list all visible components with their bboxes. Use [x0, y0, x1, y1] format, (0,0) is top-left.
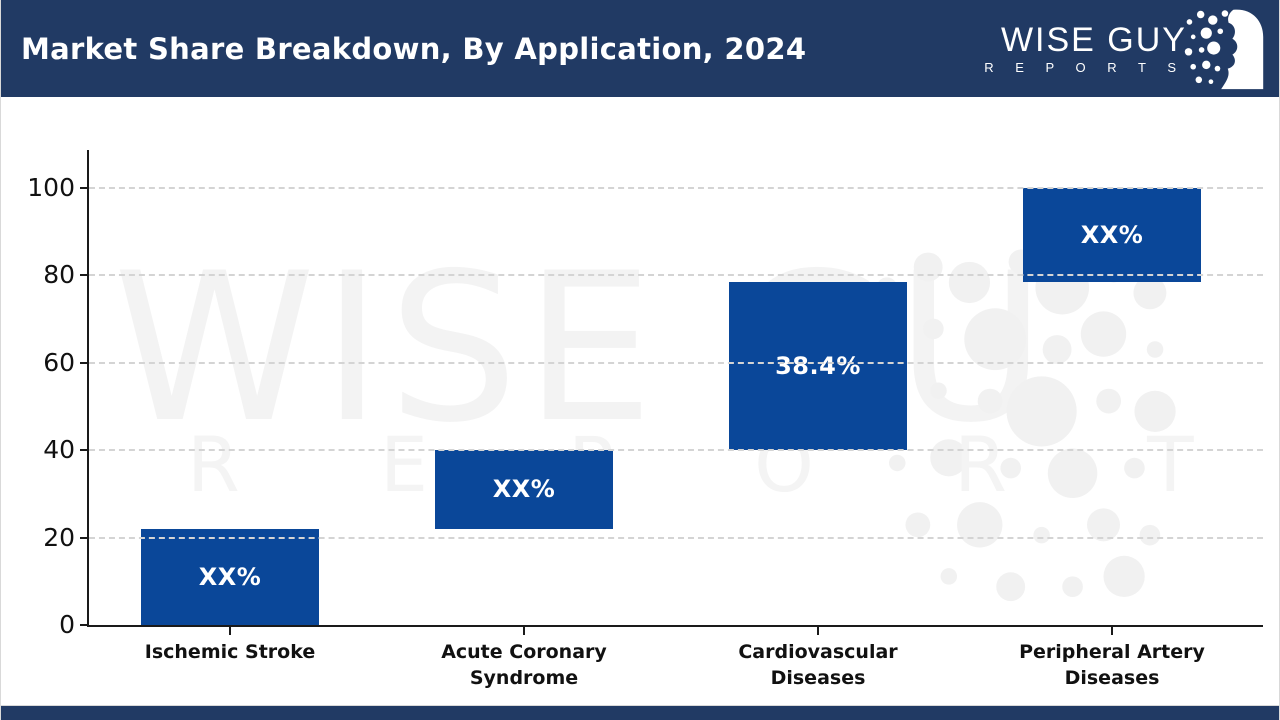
bar-value-label: XX% [492, 475, 556, 504]
y-axis-tickmark [80, 186, 88, 189]
x-axis-tickmark [229, 627, 231, 635]
category-label: Peripheral Artery Diseases [1019, 641, 1205, 689]
category-label: Ischemic Stroke [144, 641, 316, 663]
x-axis-line [87, 625, 1263, 627]
x-axis-tickmark [1111, 627, 1113, 635]
y-axis-tick-label: 40 [43, 435, 75, 464]
y-axis-tick-label: 20 [43, 522, 75, 552]
bar-value-label: 38.4% [775, 352, 861, 380]
y-axis-tickmark [80, 274, 88, 276]
bar-segment: 38.4% [729, 282, 907, 450]
y-axis-tickmark [80, 449, 88, 451]
bar-segment: XX% [435, 450, 613, 529]
gridline-20 [89, 536, 1263, 539]
footer-bar [1, 705, 1279, 720]
wiseguy-logo: WISE GUY R E P O R T S [984, 7, 1267, 91]
y-axis-tick-label: 80 [43, 260, 75, 289]
y-axis-tickmark [80, 536, 88, 539]
header-bar: Market Share Breakdown, By Application, … [1, 0, 1279, 97]
bar-segment: XX% [1023, 187, 1201, 282]
bar-value-label: XX% [198, 562, 262, 591]
y-axis-line [87, 150, 89, 627]
bar-value-label: XX% [1080, 220, 1144, 249]
y-axis-tickmark [80, 624, 88, 626]
y-axis-tick-label: 100 [27, 172, 75, 202]
x-axis-tickmark [817, 627, 819, 635]
plot-area: 0 20 40 60 80 100 XX% Ischemic Stroke XX% Acute C… [1, 97, 1279, 707]
x-axis-tickmark [523, 627, 525, 635]
gridline-100 [89, 186, 1263, 189]
y-axis-tick-label: 0 [59, 610, 75, 639]
logo-wordmark-sub: R E P O R T S [984, 59, 1185, 75]
category-label: Cardiovascular Diseases [738, 641, 898, 689]
bar-segment: XX% [141, 528, 319, 625]
logo-wordmark: WISE GUY R E P O R T S [984, 23, 1187, 75]
logo-wordmark-main: WISE GUY [1000, 20, 1187, 59]
y-axis-tick-label: 60 [43, 347, 75, 377]
gridline-60 [89, 361, 1263, 364]
gridline-80 [89, 274, 1263, 276]
category-label: Acute Coronary Syndrome [441, 641, 607, 689]
y-axis-tickmark [80, 361, 88, 364]
gridline-40 [89, 449, 1263, 451]
chart-title: Market Share Breakdown, By Application, … [21, 31, 807, 66]
logo-face-icon [1184, 9, 1264, 89]
